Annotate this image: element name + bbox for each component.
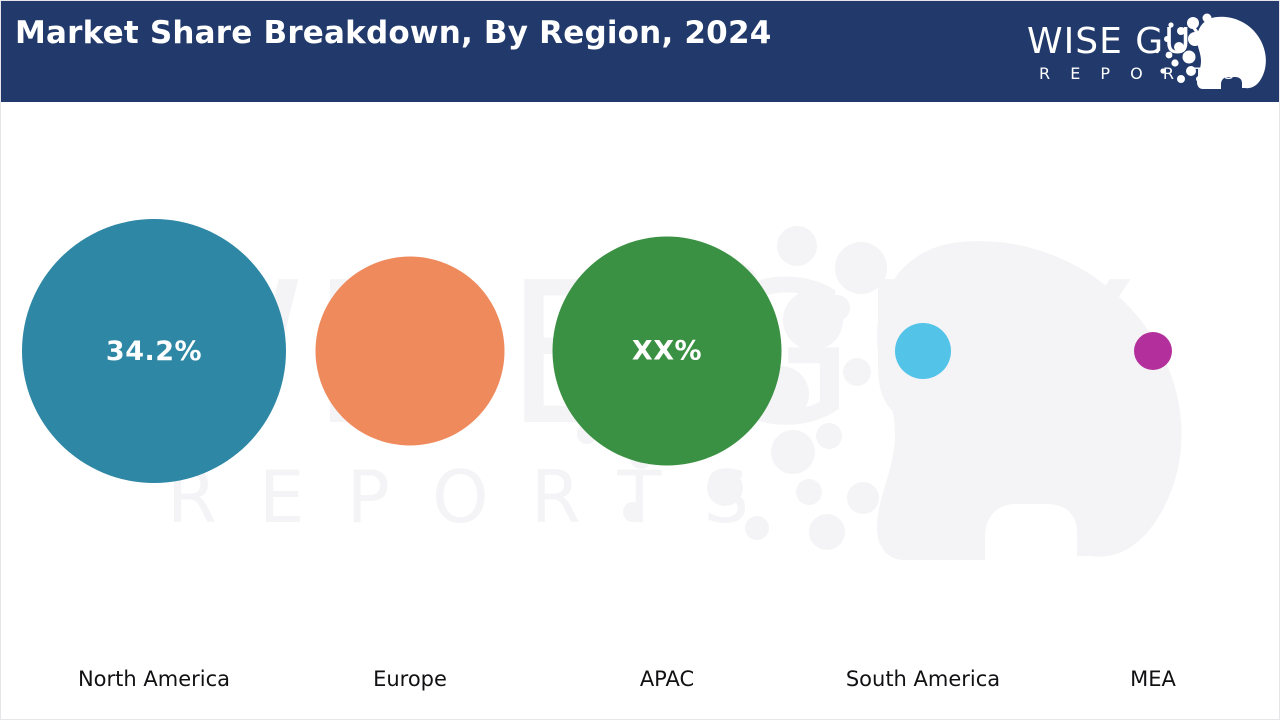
wise-guy-reports-logo: WISE GUY R E P O R T S (1021, 9, 1271, 93)
bubble-mea[interactable] (1134, 332, 1172, 370)
axis-label-europe: Europe (373, 667, 447, 691)
axis-label-north-america: North America (77, 667, 231, 691)
bubble-south-america[interactable] (895, 323, 951, 379)
axis-label-apac: APAC (639, 667, 695, 691)
header-bar: Market Share Breakdown, By Region, 2024 (1, 1, 1279, 102)
category-axis: North America Europe APAC South America … (1, 667, 1279, 707)
bubble-europe[interactable] (315, 256, 505, 446)
bubble-apac[interactable]: XX% (552, 236, 782, 466)
bubble-value-north-america: 34.2% (105, 335, 203, 367)
axis-label-mea: MEA (1130, 667, 1176, 691)
axis-label-south-america: South America (845, 667, 1001, 691)
bubble-value-apac: XX% (631, 335, 703, 367)
svg-text:WISE GUY: WISE GUY (1027, 21, 1215, 62)
page-title: Market Share Breakdown, By Region, 2024 (15, 15, 772, 51)
chart-canvas: WISE GUY REPORTS 34.2% XX% (1, 102, 1279, 719)
svg-text:R E P O R T S: R E P O R T S (1039, 64, 1242, 83)
bubble-north-america[interactable]: 34.2% (22, 219, 286, 483)
bubble-series: 34.2% XX% (1, 102, 1279, 719)
